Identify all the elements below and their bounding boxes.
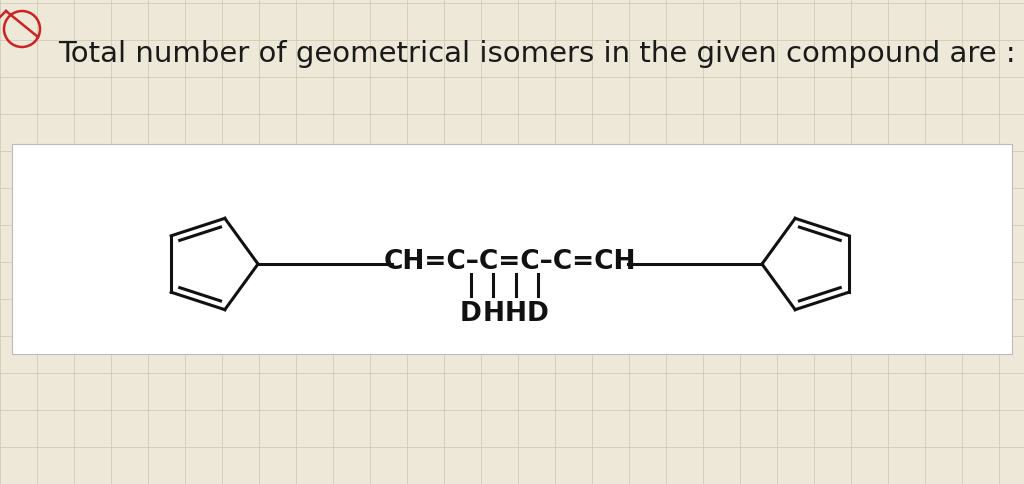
Text: CH=C–C=C–C=CH: CH=C–C=C–C=CH <box>384 249 636 275</box>
Text: H: H <box>505 301 526 327</box>
Bar <box>12 144 1012 354</box>
Text: D: D <box>527 301 549 327</box>
Text: Total number of geometrical isomers in the given compound are :: Total number of geometrical isomers in t… <box>58 40 1016 68</box>
Text: H: H <box>482 301 504 327</box>
Text: D: D <box>460 301 481 327</box>
